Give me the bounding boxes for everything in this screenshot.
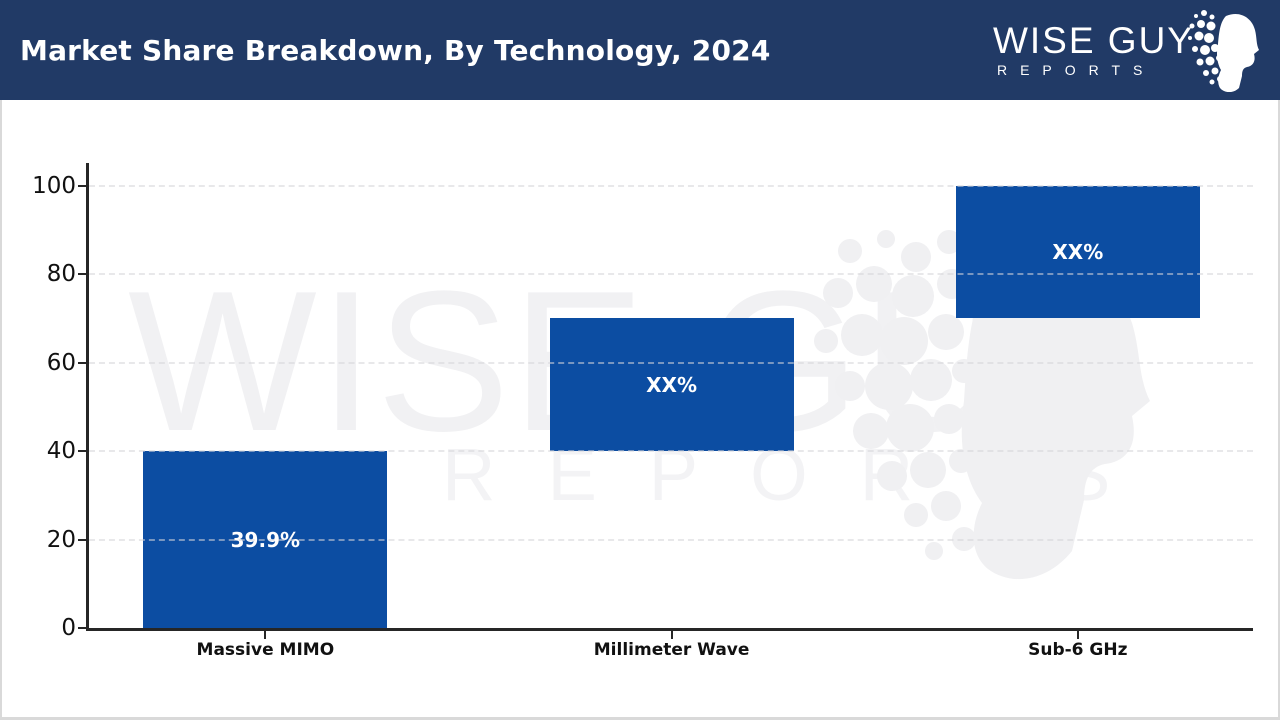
x-tick-massive-mimo bbox=[264, 631, 267, 639]
bar-millimeter-wave: XX% bbox=[549, 318, 794, 451]
logo-wiseguy-label: WISE GUY bbox=[992, 20, 1194, 62]
gridline-20 bbox=[89, 538, 1253, 541]
bar-sub-6-ghz: XX% bbox=[955, 185, 1200, 319]
y-tick-60 bbox=[78, 361, 86, 364]
y-tick-label-60: 60 bbox=[46, 349, 76, 376]
x-axis-label-massive-mimo: Massive MIMO bbox=[196, 640, 335, 660]
y-axis-line bbox=[86, 163, 89, 631]
bar-value-label-sub-6-ghz: XX% bbox=[1052, 239, 1104, 264]
y-tick-40 bbox=[78, 450, 86, 452]
header-bar: Market Share Breakdown, By Technology, 2… bbox=[0, 0, 1280, 100]
bar-value-label-millimeter-wave: XX% bbox=[646, 372, 698, 397]
y-tick-label-80: 80 bbox=[46, 261, 76, 287]
y-tick-label-20: 20 bbox=[46, 526, 76, 553]
x-tick-millimeter-wave bbox=[670, 631, 673, 639]
gridline-80 bbox=[89, 273, 1253, 275]
y-tick-100 bbox=[78, 184, 86, 187]
y-tick-0 bbox=[78, 627, 86, 629]
page-title: Market Share Breakdown, By Technology, 2… bbox=[20, 33, 771, 67]
y-tick-label-0: 0 bbox=[61, 615, 76, 641]
logo-text: WISE GUY REPORTS bbox=[992, 20, 1194, 78]
gridline-60 bbox=[89, 361, 1253, 364]
x-tick-sub-6-ghz bbox=[1076, 631, 1079, 639]
y-tick-20 bbox=[78, 538, 86, 541]
y-tick-label-40: 40 bbox=[46, 438, 76, 464]
gridline-100 bbox=[89, 184, 1253, 187]
wiseguy-logo: WISE GUY REPORTS bbox=[993, 8, 1260, 92]
x-axis-label-sub-6-ghz: Sub-6 GHz bbox=[1028, 640, 1128, 660]
logo-reports-label: REPORTS bbox=[996, 61, 1156, 78]
gridline-40 bbox=[89, 450, 1253, 452]
x-axis-line bbox=[86, 628, 1253, 631]
y-tick-label-100: 100 bbox=[32, 172, 76, 199]
y-tick-80 bbox=[78, 273, 86, 275]
logo-face-icon bbox=[1188, 10, 1259, 92]
x-axis-label-millimeter-wave: Millimeter Wave bbox=[593, 640, 750, 660]
